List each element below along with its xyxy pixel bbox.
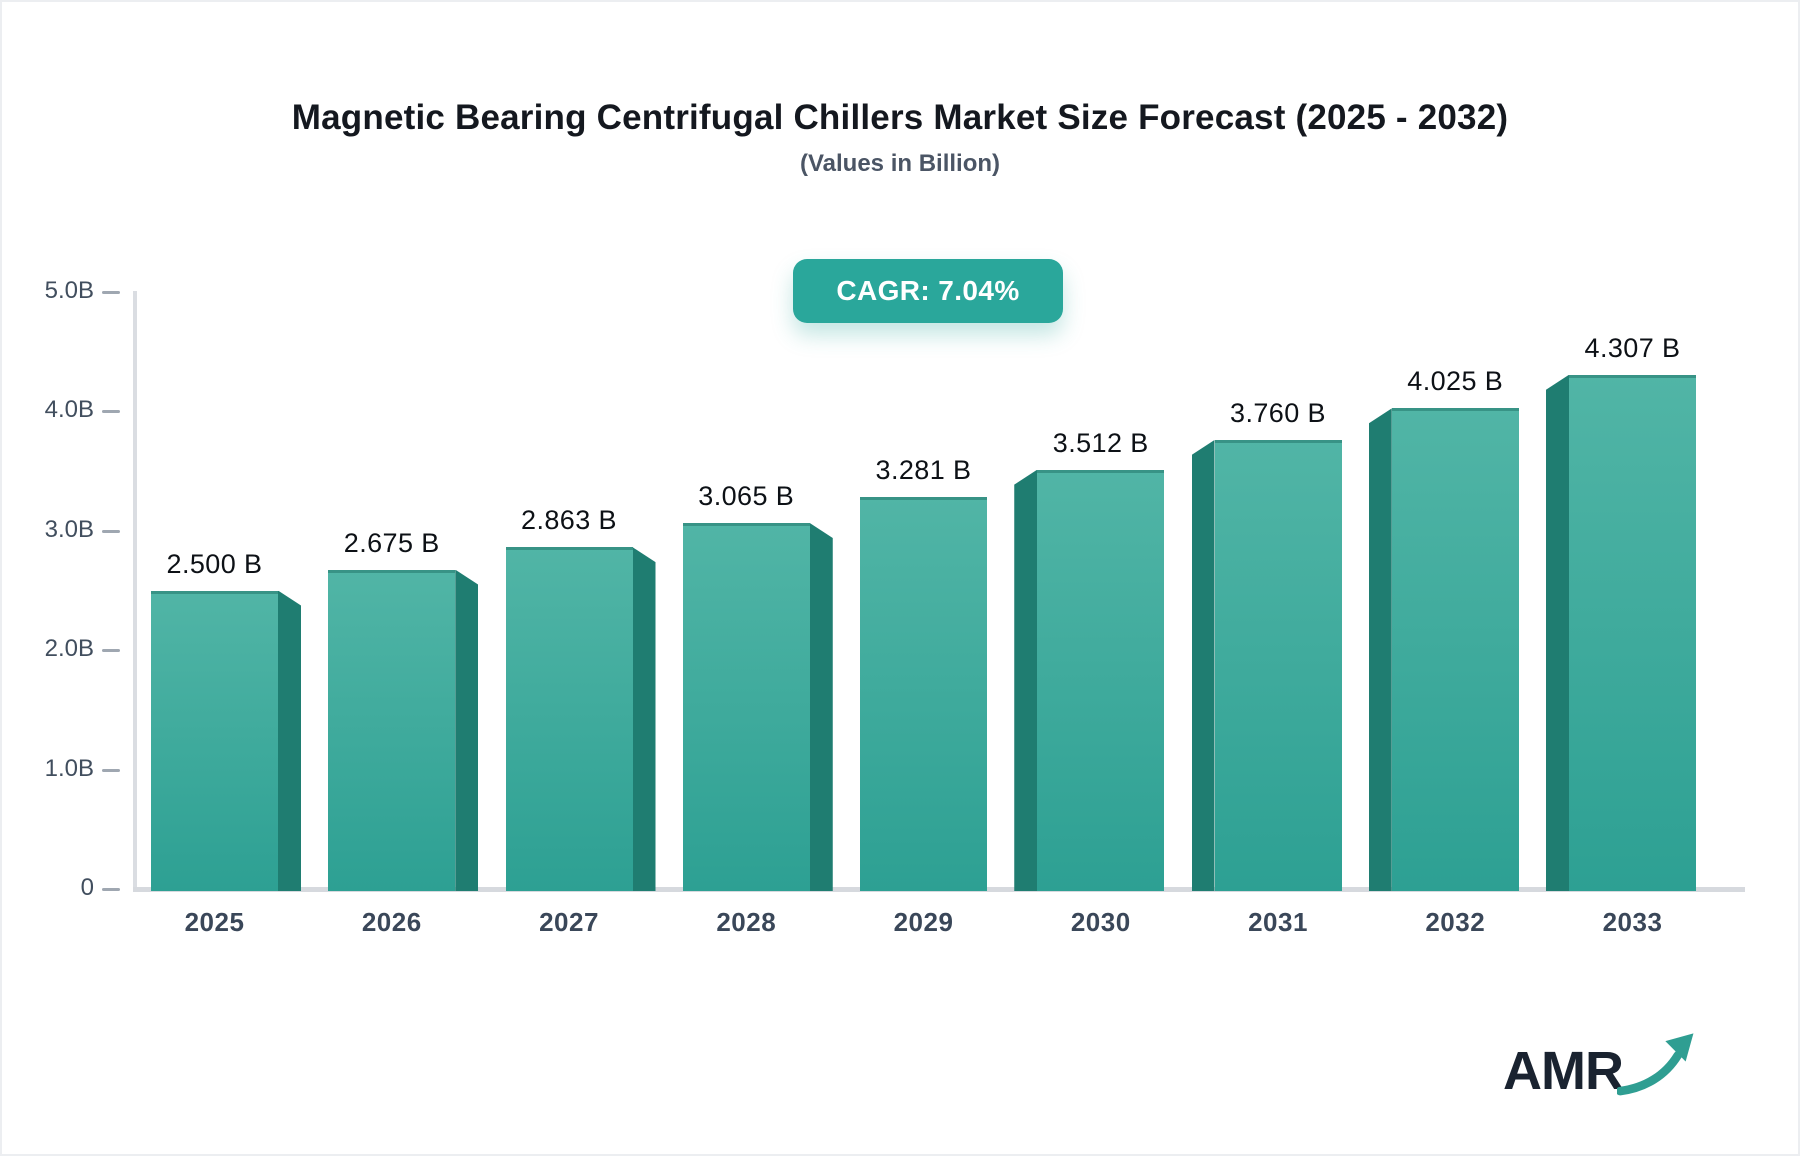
bar-2033	[1569, 374, 1696, 891]
x-tick-label-2031: 2031	[1248, 907, 1308, 937]
x-tick-label-2029: 2029	[893, 907, 954, 937]
y-tick-label: 2.0B	[44, 635, 94, 663]
x-tick-label-2027: 2027	[539, 907, 599, 937]
bar-value-label: 2.863 B	[521, 505, 617, 536]
bar-value-label: 3.512 B	[1052, 427, 1149, 458]
amr-logo: AMR	[1503, 1030, 1695, 1098]
x-tick-label-2030: 2030	[1070, 907, 1131, 937]
bar-side-3d	[278, 590, 301, 891]
bar-2031	[1214, 440, 1342, 891]
growth-arrow-icon	[1617, 1033, 1694, 1096]
bar-side-3d	[1368, 408, 1392, 891]
bar-value-label: 3.281 B	[875, 455, 972, 486]
y-axis-line	[133, 291, 137, 889]
bar-2030	[1037, 469, 1165, 891]
chart-title: Magnetic Bearing Centrifugal Chillers Ma…	[291, 98, 1509, 137]
bar-side-3d	[1191, 440, 1215, 891]
bar-value-label: 3.760 B	[1230, 398, 1326, 429]
cagr-badge-label: CAGR: 7.04%	[836, 275, 1020, 306]
bar-side-3d	[455, 569, 479, 891]
y-tick-dash	[102, 768, 120, 772]
bar-side-3d	[809, 523, 833, 891]
bar-value-label: 4.025 B	[1407, 366, 1504, 397]
x-tick-label-2025: 2025	[184, 907, 245, 937]
y-tick-dash	[102, 291, 120, 294]
cagr-badge: CAGR: 7.04%	[793, 259, 1063, 323]
y-tick-dash	[102, 888, 120, 891]
x-tick-label-2026: 2026	[361, 907, 422, 937]
bar-value-label: 2.500 B	[166, 548, 263, 579]
y-tick-dash	[102, 649, 120, 653]
amr-logo-text: AMR	[1503, 1041, 1624, 1101]
bar-side-3d	[1546, 374, 1569, 891]
y-tick-label: 0	[80, 874, 94, 901]
y-tick-dash	[102, 410, 120, 414]
x-tick-label-2033: 2033	[1602, 907, 1663, 937]
x-tick-label-2028: 2028	[716, 907, 777, 937]
bar-value-label: 4.307 B	[1584, 332, 1681, 363]
y-tick-label: 5.0B	[44, 277, 94, 304]
x-tick-label-2032: 2032	[1425, 907, 1486, 937]
bar-2027	[505, 547, 633, 891]
bar-2032	[1391, 408, 1519, 891]
y-tick-label: 3.0B	[44, 515, 94, 543]
y-tick-dash	[102, 529, 120, 533]
bar-side-3d	[632, 547, 656, 891]
bar-side-3d	[1014, 469, 1038, 891]
bar-value-label: 2.675 B	[343, 527, 440, 558]
bar-2025	[151, 590, 278, 891]
bar-2028	[682, 523, 810, 891]
bar-2026	[328, 569, 456, 891]
y-tick-label: 4.0B	[44, 396, 94, 424]
bar-value-label: 3.065 B	[698, 481, 795, 512]
bar-2029	[860, 497, 987, 891]
chart-subtitle: (Values in Billion)	[799, 150, 1001, 177]
y-tick-label: 1.0B	[44, 754, 94, 782]
